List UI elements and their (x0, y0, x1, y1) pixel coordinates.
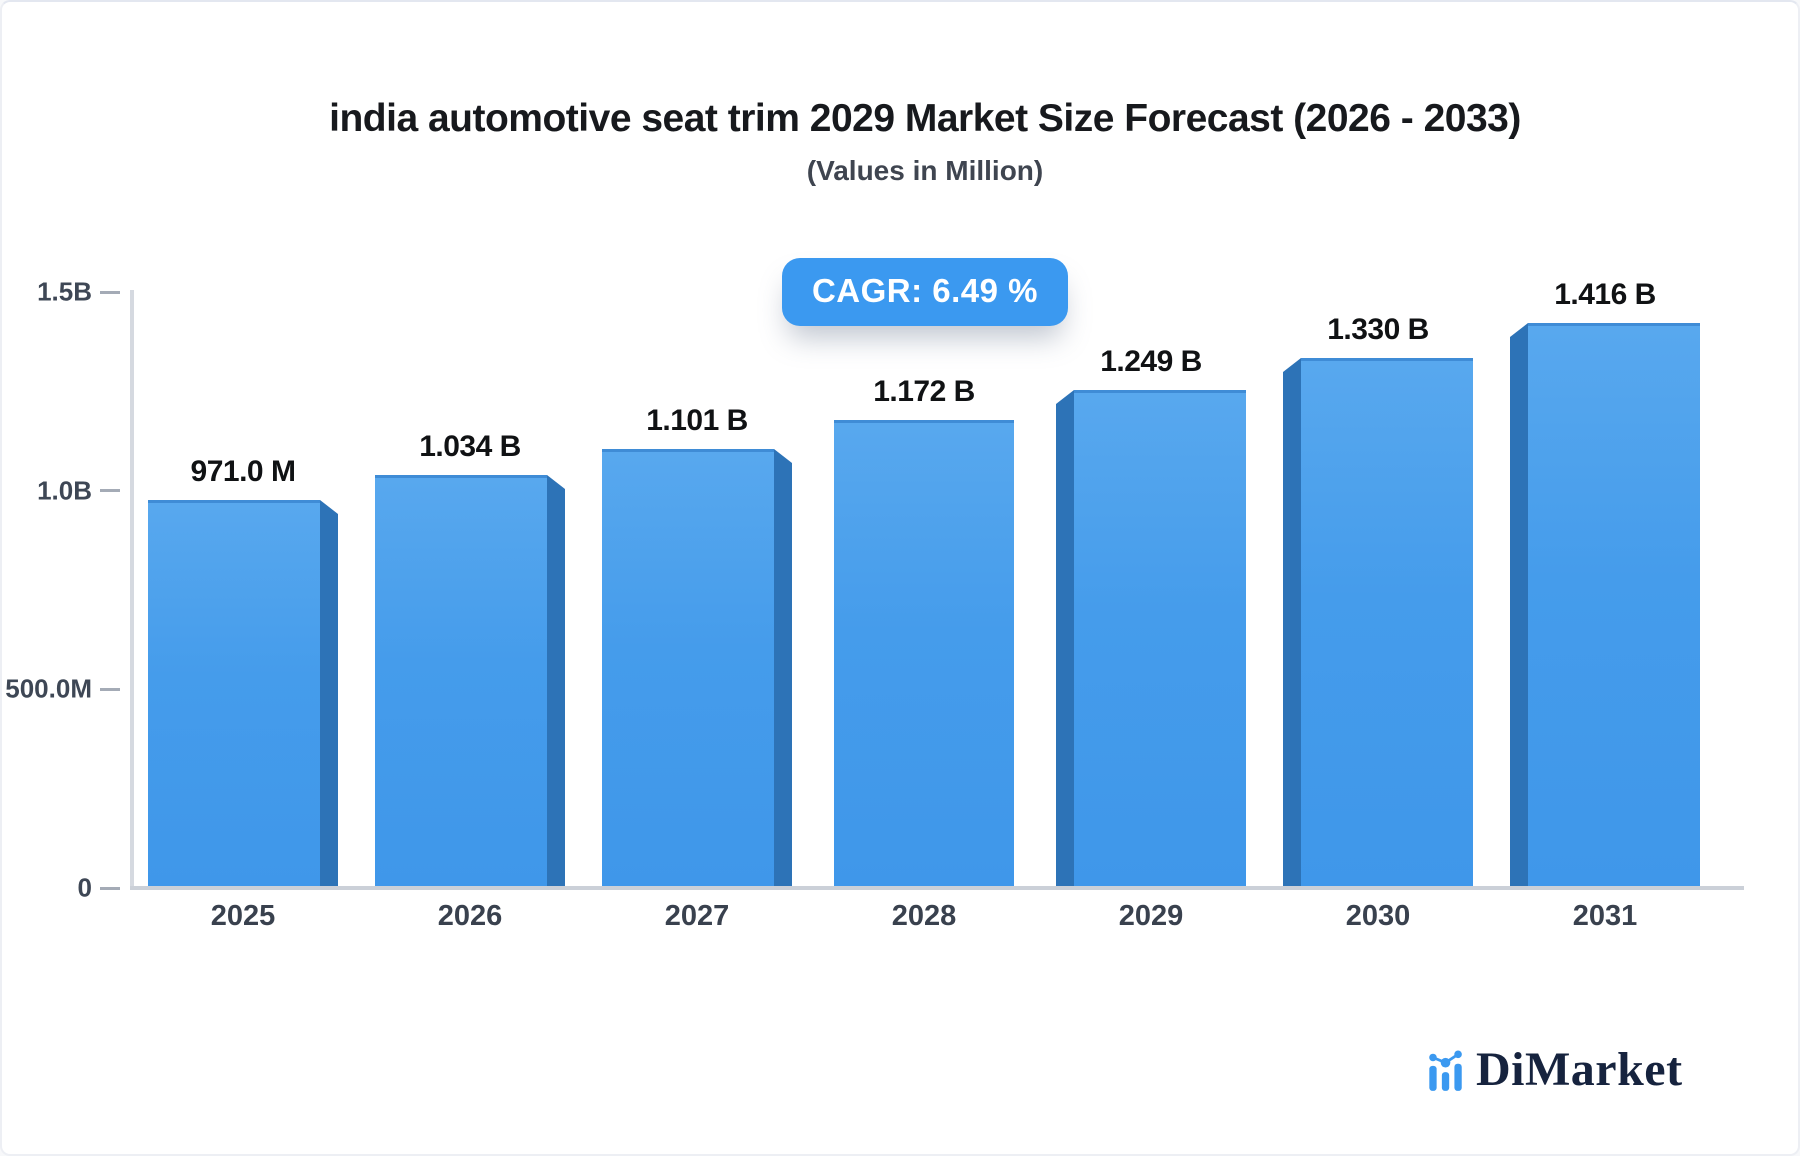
bar-value-label: 1.249 B (1100, 345, 1202, 378)
bar-side (1283, 358, 1301, 886)
bar-face (1528, 323, 1700, 886)
bar-2026 (375, 475, 565, 886)
y-tick-label: 500.0M (5, 673, 92, 704)
bar-face (834, 420, 1014, 886)
bar-side (774, 449, 792, 886)
bar-face (148, 500, 320, 886)
y-tick-mark (100, 886, 120, 890)
brand-name: DiMarket (1476, 1043, 1683, 1096)
bar-2025 (148, 500, 338, 886)
bar-value-label: 1.330 B (1327, 313, 1429, 346)
bar-side (1510, 323, 1528, 886)
bar-side (547, 475, 565, 886)
bar-value-label: 1.172 B (873, 375, 975, 408)
x-axis-label: 2028 (891, 900, 957, 932)
bar-face (602, 449, 774, 886)
bar-face (1301, 358, 1473, 886)
bar-2030 (1283, 358, 1473, 886)
y-tick-label: 1.5B (37, 276, 92, 307)
cagr-badge: CAGR: 6.49 % (781, 258, 1069, 326)
bar-2027 (602, 449, 792, 886)
bar-value-label: 1.034 B (419, 430, 521, 463)
x-axis-line (130, 886, 1744, 890)
chart-header: india automotive seat trim 2029 Market S… (48, 2, 1798, 326)
bar-2031 (1510, 323, 1700, 886)
x-axis-label: 2026 (437, 900, 503, 932)
bar-face (375, 475, 547, 886)
y-tick-label: 1.0B (37, 475, 92, 506)
y-axis-line (130, 290, 134, 888)
bar-side (1056, 390, 1074, 886)
bar-face (1074, 390, 1246, 886)
bar-value-label: 1.416 B (1554, 278, 1656, 311)
bar-side (320, 500, 338, 886)
brand-logo: DiMarket (1426, 1042, 1683, 1097)
brand-chart-icon (1429, 1050, 1462, 1091)
y-tick-mark (100, 290, 120, 294)
bar-2029 (1056, 390, 1246, 886)
y-tick-label: 0 (77, 872, 92, 903)
x-axis-label: 2029 (1118, 900, 1184, 932)
x-axis-label: 2030 (1345, 900, 1411, 932)
y-tick-mark (100, 489, 120, 493)
x-axis-label: 2031 (1572, 900, 1638, 932)
chart-title: india automotive seat trim 2029 Market S… (329, 97, 1521, 140)
y-tick-mark (100, 687, 120, 691)
chart-subtitle: (Values in Million) (806, 155, 1044, 186)
x-axis-label: 2027 (664, 900, 730, 932)
bar-2028 (834, 420, 1014, 886)
bar-value-label: 1.101 B (646, 404, 748, 437)
bar-value-label: 971.0 M (190, 455, 296, 488)
x-axis-label: 2025 (210, 900, 276, 932)
